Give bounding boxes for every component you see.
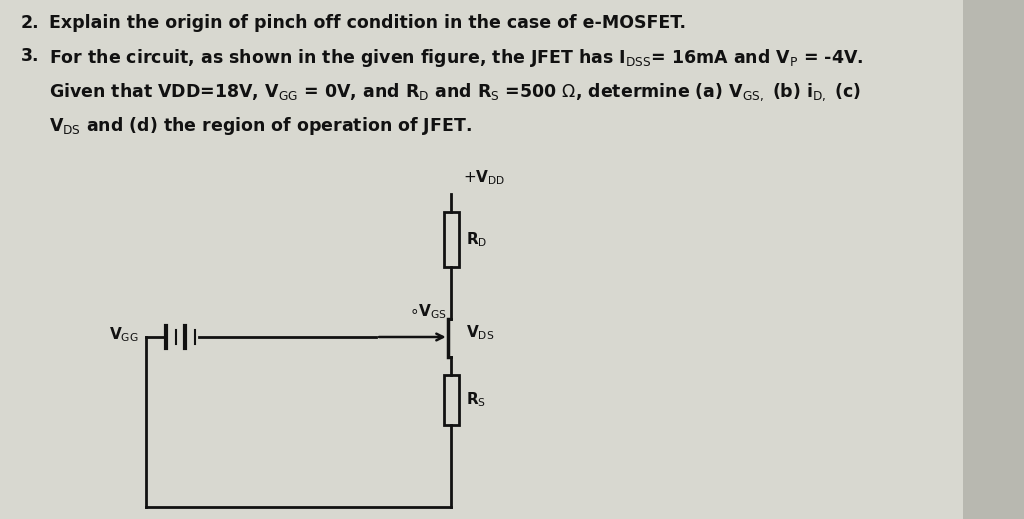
Text: R$_{\mathrm{S}}$: R$_{\mathrm{S}}$	[466, 391, 485, 409]
Text: V$_{\mathrm{DS}}$ and (d) the region of operation of JFET.: V$_{\mathrm{DS}}$ and (d) the region of …	[49, 115, 472, 137]
Text: Given that VDD=18V, V$_{\mathrm{GG}}$ = 0V, and R$_{\mathrm{D}}$ and R$_{\mathrm: Given that VDD=18V, V$_{\mathrm{GG}}$ = …	[49, 81, 861, 103]
Text: $+$V$_{\mathrm{DD}}$: $+$V$_{\mathrm{DD}}$	[463, 168, 505, 187]
Text: V$_{\mathrm{DS}}$: V$_{\mathrm{DS}}$	[466, 324, 494, 343]
Text: For the circuit, as shown in the given figure, the JFET has I$_{\mathrm{DSS}}$= : For the circuit, as shown in the given f…	[49, 47, 863, 69]
Text: $\circ$V$_{\mathrm{GS}}$: $\circ$V$_{\mathrm{GS}}$	[409, 302, 447, 321]
Text: Explain the origin of pinch off condition in the case of e-MOSFET.: Explain the origin of pinch off conditio…	[49, 14, 686, 32]
Text: 2.: 2.	[20, 14, 39, 32]
Bar	[443, 375, 459, 425]
Bar	[443, 212, 459, 267]
Text: R$_{\mathrm{D}}$: R$_{\mathrm{D}}$	[466, 230, 486, 249]
FancyBboxPatch shape	[0, 0, 963, 519]
Text: V$_{\mathrm{GG}}$: V$_{\mathrm{GG}}$	[109, 325, 138, 344]
Text: 3.: 3.	[20, 47, 39, 65]
